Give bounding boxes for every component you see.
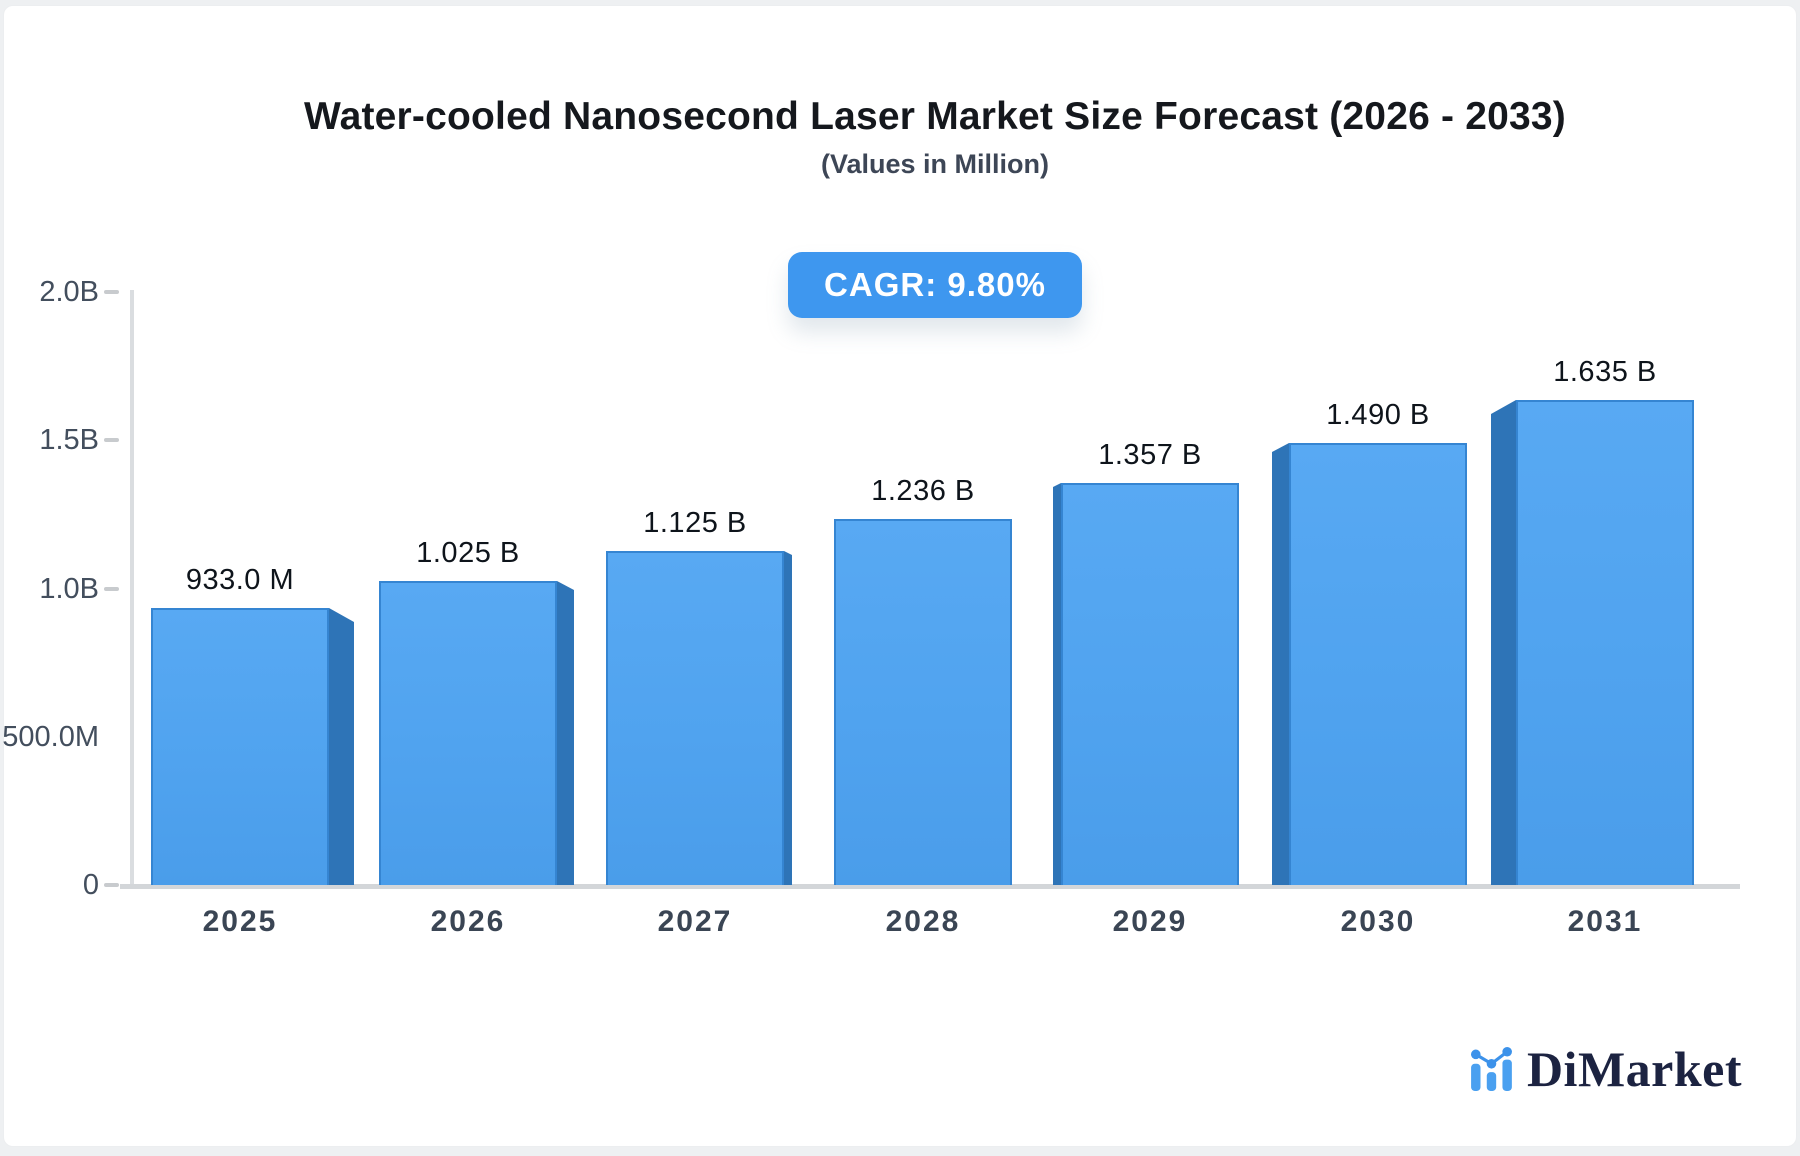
bar-face xyxy=(1061,483,1239,885)
y-axis-label: 0 xyxy=(82,869,99,901)
y-axis-label: 1.5B xyxy=(39,424,99,457)
bar-face xyxy=(1516,400,1694,885)
bar-value-label: 1.125 B xyxy=(643,507,747,539)
brand-lockup: DiMarket xyxy=(1469,1038,1742,1100)
bar-side-face xyxy=(557,581,574,885)
bar-value-label: 1.357 B xyxy=(1098,439,1202,471)
bar-side-face xyxy=(1491,400,1516,885)
y-axis-tick xyxy=(104,586,119,591)
y-axis-label: 1.0B xyxy=(39,572,99,605)
y-axis-tick xyxy=(104,438,119,443)
x-axis-label: 2029 xyxy=(1112,905,1188,938)
bar-value-label: 1.490 B xyxy=(1326,399,1430,431)
x-axis-label: 2030 xyxy=(1340,905,1416,938)
x-axis-label: 2027 xyxy=(657,905,733,938)
bar-side-face xyxy=(1272,443,1289,885)
bar-face xyxy=(834,519,1012,885)
brand-name: DiMarket xyxy=(1526,1041,1742,1097)
x-axis-label: 2025 xyxy=(202,905,278,938)
bar-face xyxy=(379,581,557,885)
bar-face xyxy=(1289,443,1467,885)
x-axis-baseline xyxy=(120,884,1740,889)
bar-value-label: 1.635 B xyxy=(1553,356,1657,388)
y-axis-label: 500.0M xyxy=(2,720,99,753)
dimarket-logo-icon xyxy=(1470,1046,1512,1091)
bar-face xyxy=(606,551,784,885)
bar-side-face xyxy=(1053,483,1061,885)
bar-value-label: 1.025 B xyxy=(416,537,520,569)
bar-face xyxy=(151,608,329,885)
y-axis-tick xyxy=(104,290,119,294)
x-axis-label: 2031 xyxy=(1567,905,1643,938)
cagr-badge-row: CAGR: 9.80% xyxy=(130,252,1740,318)
chart-title: Water-cooled Nanosecond Laser Market Siz… xyxy=(304,95,1566,138)
cagr-badge: CAGR: 9.80% xyxy=(788,252,1082,318)
y-axis-tick xyxy=(104,883,119,887)
x-axis-label: 2026 xyxy=(430,905,506,938)
x-axis-label: 2028 xyxy=(885,905,961,938)
y-axis-line xyxy=(130,290,134,886)
bar-value-label: 933.0 M xyxy=(185,564,295,596)
y-axis-label: 2.0B xyxy=(39,276,99,308)
chart-subtitle: (Values in Million) xyxy=(820,149,1050,179)
bar-side-face xyxy=(784,551,792,885)
bar-value-label: 1.236 B xyxy=(871,475,975,507)
bar-side-face xyxy=(329,608,354,885)
